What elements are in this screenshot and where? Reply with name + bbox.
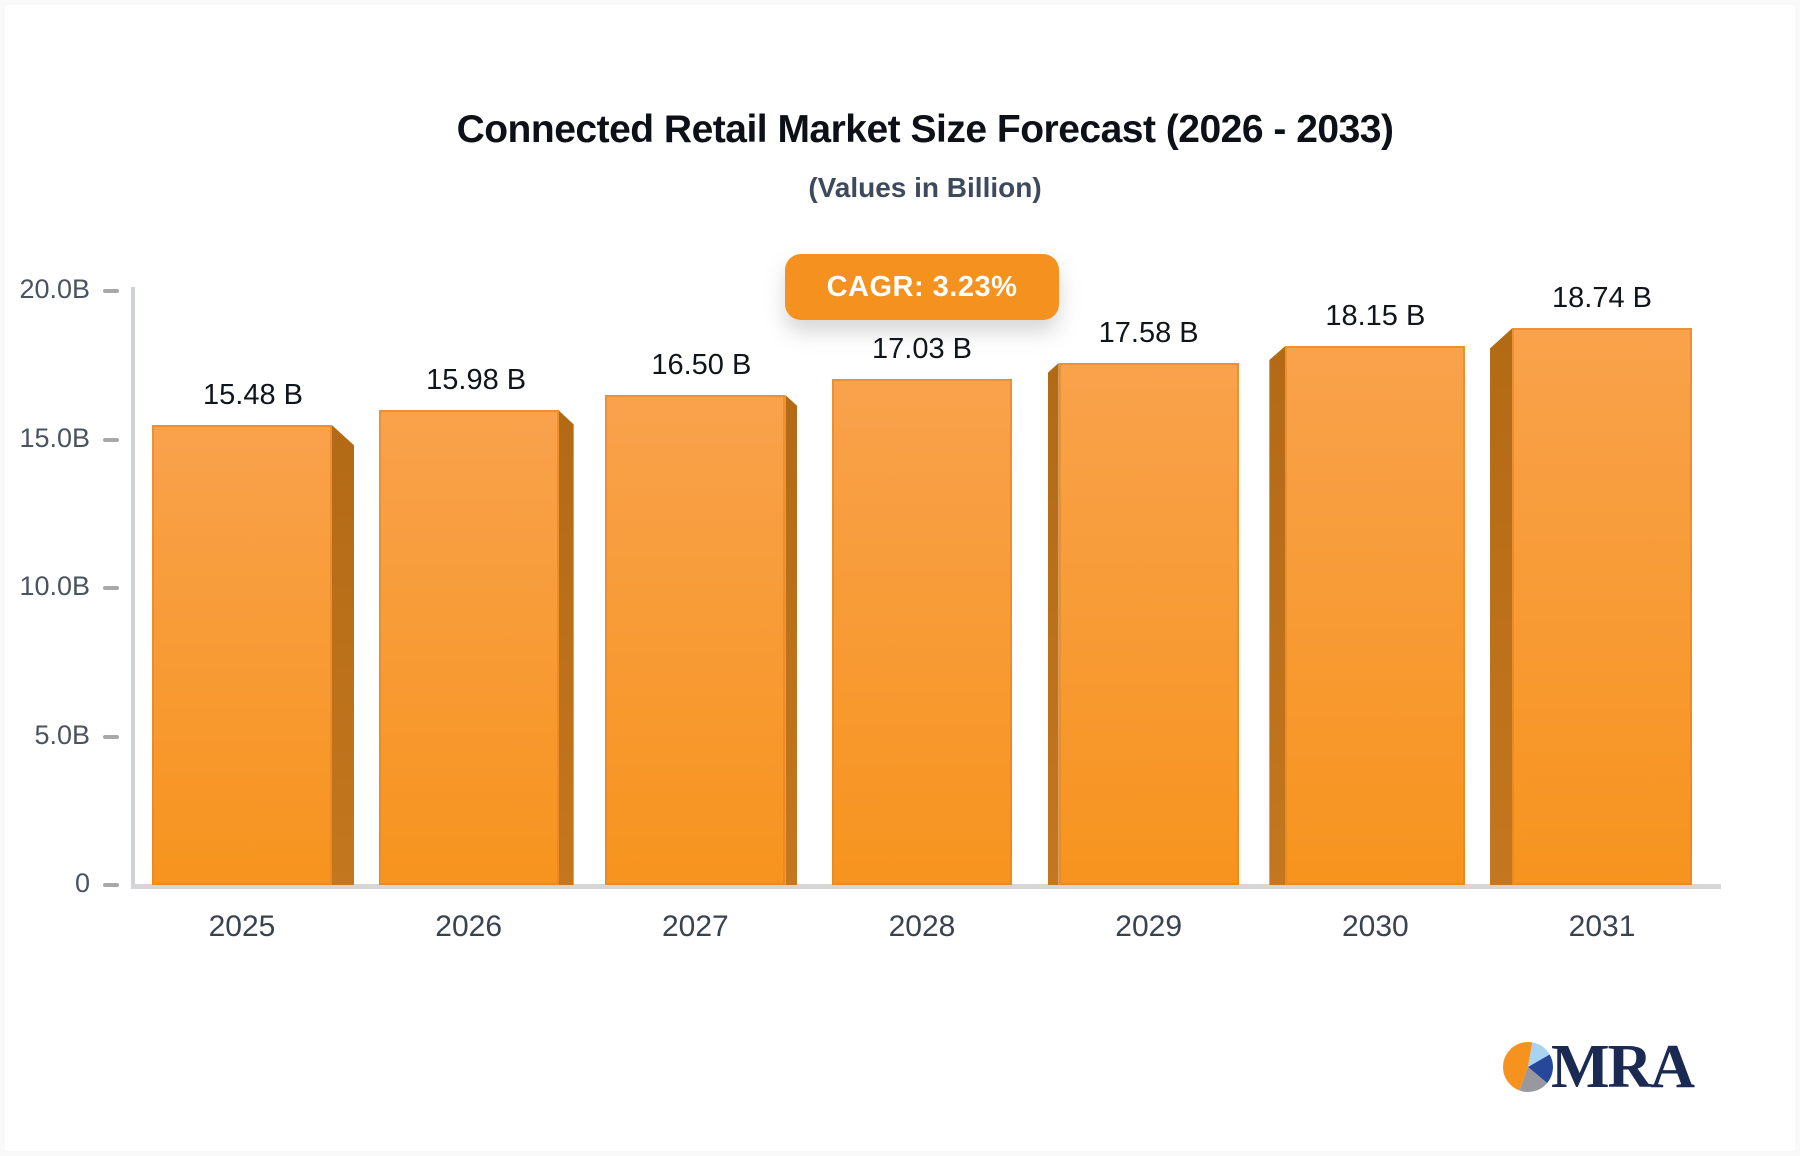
x-axis-line: [131, 884, 1721, 889]
bar-2030: [1285, 345, 1466, 885]
bar-2026: [378, 410, 559, 885]
x-tick-label-2027: 2027: [661, 910, 729, 943]
y-tick-label-5.0B: 5.0B: [34, 719, 90, 750]
bar-value-label-2025: 15.48 B: [203, 379, 303, 412]
x-tick-label-2026: 2026: [435, 910, 503, 943]
bar-value-label-2028: 17.03 B: [872, 333, 972, 366]
bar-side-2030: [1269, 345, 1286, 885]
x-tick-label-2031: 2031: [1568, 910, 1636, 943]
y-tick-label-15.0B: 15.0B: [19, 422, 90, 453]
bar-side-2031: [1490, 328, 1513, 885]
y-axis-line: [131, 287, 135, 889]
y-tick-label-20.0B: 20.0B: [19, 274, 90, 304]
y-tick-dash-15.0B: [103, 437, 119, 442]
x-tick-label-2030: 2030: [1341, 910, 1409, 943]
x-tick-label-2025: 2025: [208, 910, 276, 943]
logo-pie-icon: [1503, 1042, 1553, 1092]
chart-title: Connected Retail Market Size Forecast (2…: [456, 108, 1394, 151]
bar-value-label-2026: 15.98 B: [426, 364, 527, 397]
y-tick-dash-5.0B: [103, 734, 119, 739]
y-tick-label-10.0B: 10.0B: [19, 571, 90, 601]
cagr-badge: CAGR: 3.23%: [785, 254, 1059, 320]
bar-2028: [832, 379, 1012, 885]
bar-2025: [152, 425, 332, 885]
bar-value-label-2031: 18.74 B: [1552, 282, 1652, 315]
y-tick-label-0: 0: [74, 868, 90, 898]
bar-side-2025: [332, 425, 354, 885]
bar-value-label-2027: 16.50 B: [651, 348, 752, 381]
x-tick-label-2028: 2028: [888, 910, 956, 943]
bar-2027: [605, 394, 786, 885]
logo-text: MRA: [1551, 1033, 1695, 1101]
bar-2029: [1058, 362, 1239, 885]
y-tick-dash-0: [103, 883, 119, 887]
bar-side-2029: [1047, 362, 1059, 885]
chart-subtitle: (Values in Billion): [808, 172, 1042, 203]
bar-side-2027: [785, 394, 798, 885]
x-tick-label-2029: 2029: [1115, 910, 1183, 943]
cagr-badge-label: CAGR: 3.23%: [826, 270, 1018, 303]
mra-logo: MRA: [1502, 1033, 1695, 1101]
bar-value-label-2030: 18.15 B: [1325, 299, 1426, 332]
bar-2031: [1512, 328, 1693, 885]
bar-side-2026: [558, 410, 574, 885]
y-tick-dash-20.0B: [103, 289, 119, 293]
bar-value-label-2029: 17.58 B: [1098, 316, 1199, 349]
y-tick-dash-10.0B: [103, 586, 119, 590]
